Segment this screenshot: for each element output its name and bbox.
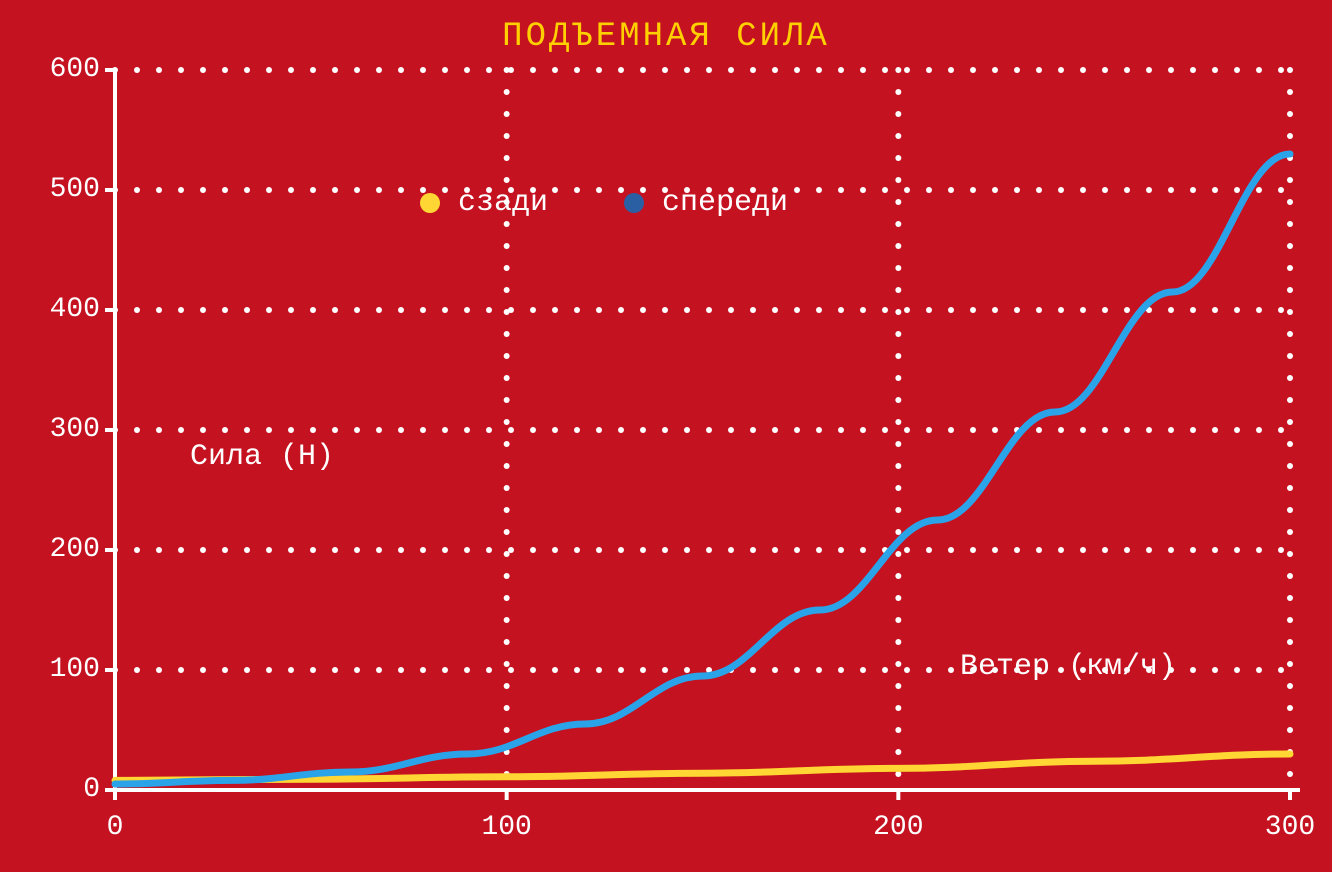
x-tick-label: 300 — [1250, 812, 1330, 843]
y-axis-title: Сила (Н) — [190, 440, 334, 474]
chart-legend: сзади спереди — [420, 186, 848, 220]
y-tick-label: 400 — [20, 294, 100, 325]
chart-plot — [0, 0, 1332, 872]
y-tick-label: 200 — [20, 534, 100, 565]
x-tick-label: 0 — [75, 812, 155, 843]
legend-label-front: спереди — [662, 186, 788, 220]
legend-label-rear: сзади — [458, 186, 548, 220]
x-tick-label: 200 — [858, 812, 938, 843]
y-tick-label: 600 — [20, 54, 100, 85]
legend-marker-front — [624, 193, 644, 213]
chart-container: ПОДЪЕМНАЯ СИЛА сзади спереди Сила (Н) Ве… — [0, 0, 1332, 872]
y-tick-label: 500 — [20, 174, 100, 205]
x-axis-title: Ветер (км/ч) — [960, 650, 1176, 684]
legend-marker-rear — [420, 193, 440, 213]
x-tick-label: 100 — [467, 812, 547, 843]
legend-item-front: спереди — [624, 186, 788, 220]
y-tick-label: 100 — [20, 654, 100, 685]
legend-item-rear: сзади — [420, 186, 548, 220]
y-tick-label: 300 — [20, 414, 100, 445]
y-tick-label: 0 — [20, 774, 100, 805]
